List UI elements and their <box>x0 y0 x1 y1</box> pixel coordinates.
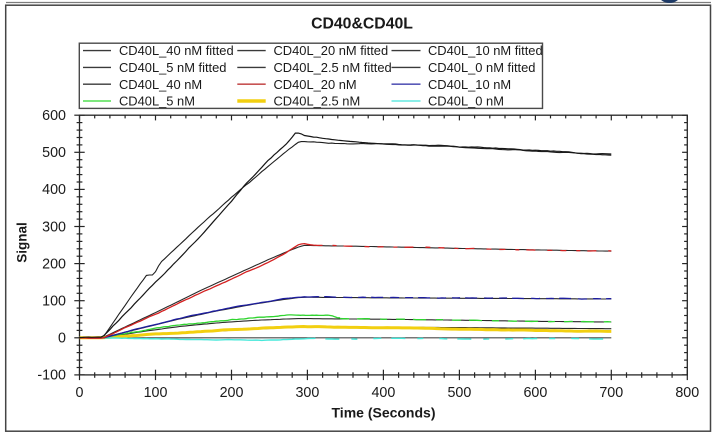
svg-text:CD40L_5 nM fitted: CD40L_5 nM fitted <box>119 60 226 75</box>
svg-text:300: 300 <box>295 385 319 401</box>
svg-text:Time (Seconds): Time (Seconds) <box>332 405 436 421</box>
svg-text:400: 400 <box>371 385 395 401</box>
svg-text:0: 0 <box>76 385 84 401</box>
svg-text:CD40L_0 nM: CD40L_0 nM <box>428 94 504 109</box>
svg-text:400: 400 <box>42 182 66 198</box>
svg-text:200: 200 <box>42 256 66 272</box>
svg-text:300: 300 <box>42 219 66 235</box>
svg-text:CD40L_20 nM fitted: CD40L_20 nM fitted <box>274 43 389 58</box>
svg-text:600: 600 <box>42 108 66 124</box>
svg-text:CD40L_5 nM: CD40L_5 nM <box>119 94 195 109</box>
svg-text:CD40L_10 nM: CD40L_10 nM <box>428 77 511 92</box>
svg-text:100: 100 <box>42 294 66 310</box>
svg-text:700: 700 <box>599 385 623 401</box>
svg-text:500: 500 <box>447 385 471 401</box>
svg-text:CD40&CD40L: CD40&CD40L <box>311 16 413 33</box>
svg-text:200: 200 <box>220 385 244 401</box>
svg-text:600: 600 <box>523 385 547 401</box>
svg-text:CD40L_10 nM fitted: CD40L_10 nM fitted <box>428 43 543 58</box>
svg-text:0: 0 <box>58 331 66 347</box>
svg-text:800: 800 <box>675 385 699 401</box>
svg-text:100: 100 <box>144 385 168 401</box>
svg-text:CD40L_20 nM: CD40L_20 nM <box>274 77 357 92</box>
svg-text:CD40L_40 nM: CD40L_40 nM <box>119 77 202 92</box>
svg-text:CD40L_40 nM fitted: CD40L_40 nM fitted <box>119 43 234 58</box>
svg-text:Signal: Signal <box>15 222 30 263</box>
svg-text:CD40L_2.5 nM: CD40L_2.5 nM <box>274 94 361 109</box>
svg-text:500: 500 <box>42 145 66 161</box>
svg-text:-100: -100 <box>37 368 66 384</box>
svg-text:CD40L_0 nM fitted: CD40L_0 nM fitted <box>428 60 535 75</box>
svg-text:CD40L_2.5 nM fitted: CD40L_2.5 nM fitted <box>274 60 392 75</box>
